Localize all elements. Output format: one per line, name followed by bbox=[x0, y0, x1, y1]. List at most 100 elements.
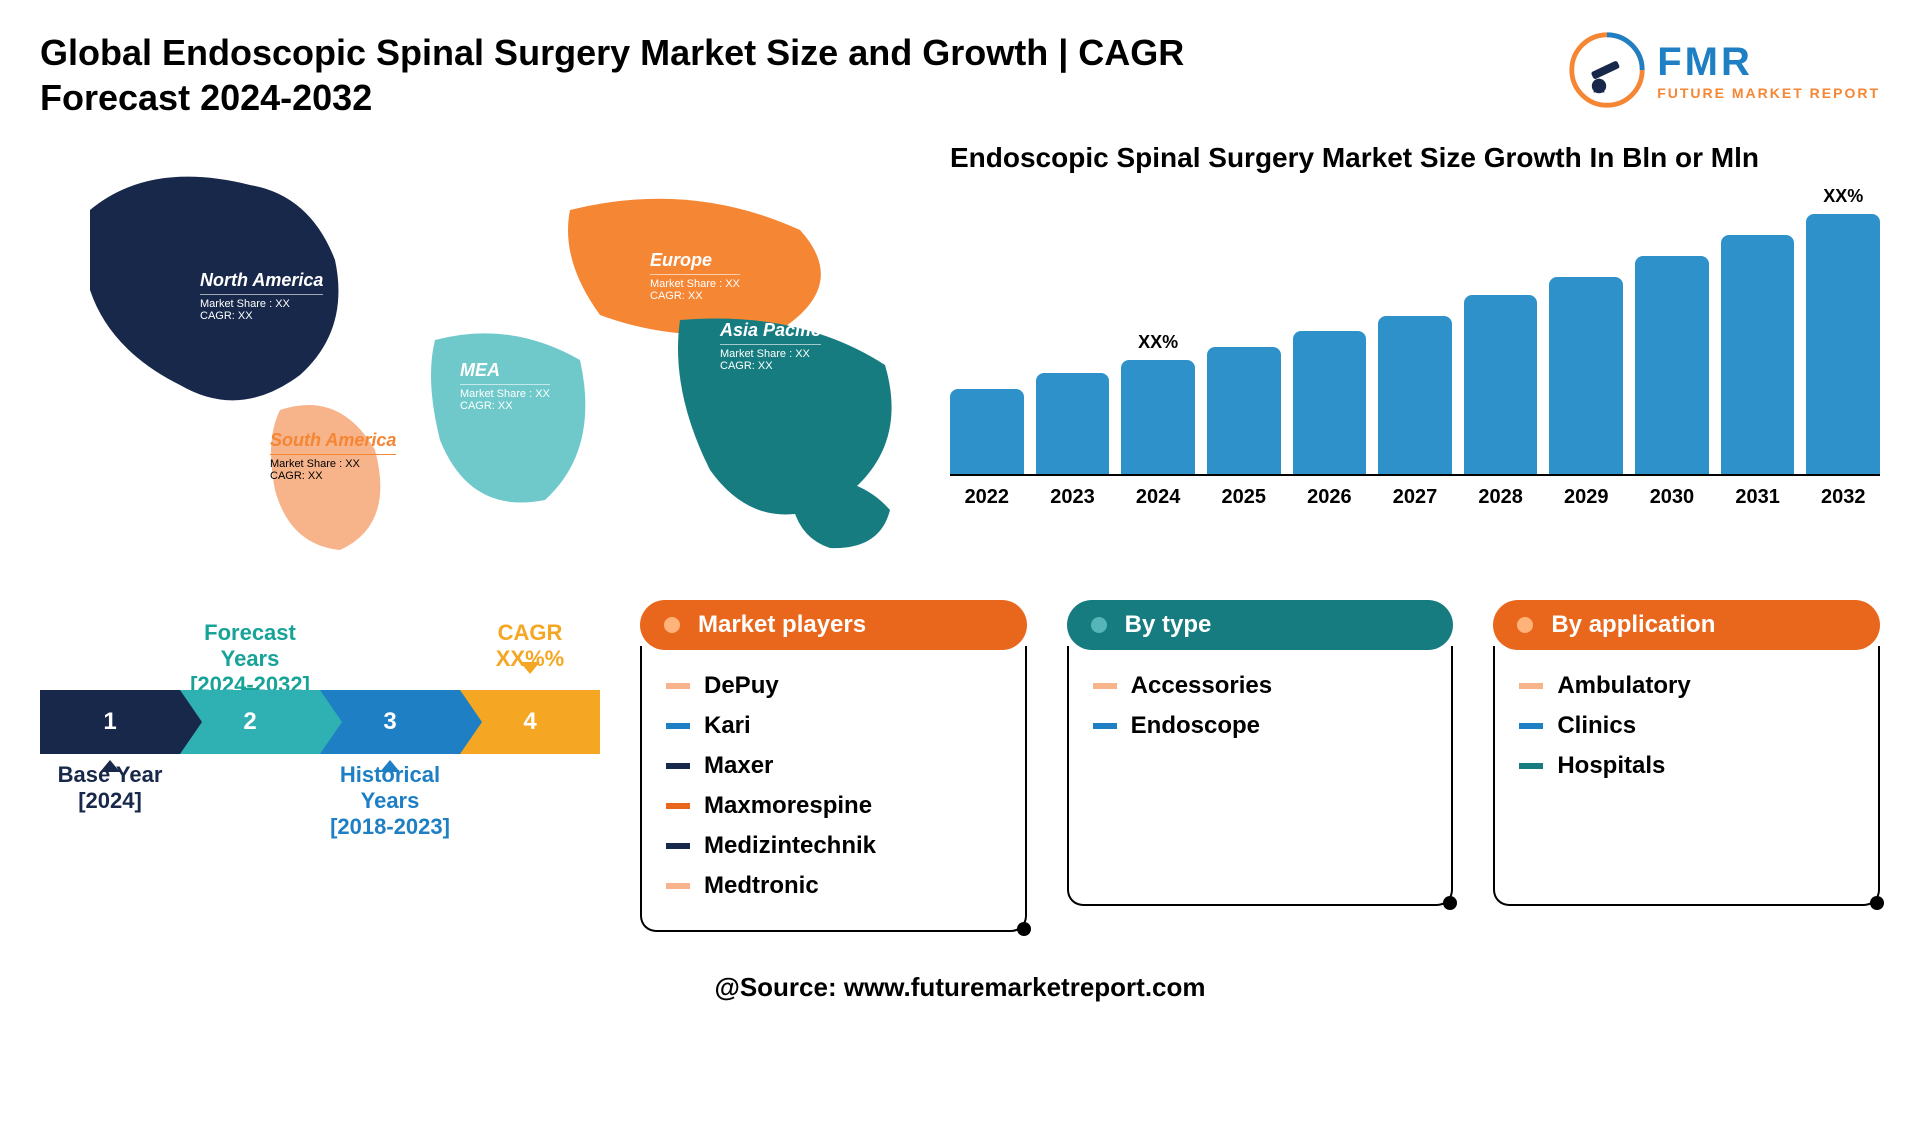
list-item: Maxmorespine bbox=[666, 786, 1001, 826]
item-label: Accessories bbox=[1131, 672, 1272, 700]
brand-logo: FMR FUTURE MARKET REPORT bbox=[1567, 30, 1880, 110]
bullet-icon bbox=[666, 763, 690, 769]
x-axis-label: 2023 bbox=[1036, 486, 1110, 509]
bar-2027 bbox=[1378, 316, 1452, 475]
bar-2031 bbox=[1721, 235, 1795, 474]
region-share: Market Share : XX bbox=[650, 278, 740, 290]
bar-2026 bbox=[1293, 331, 1367, 474]
item-label: Maxmorespine bbox=[704, 792, 872, 820]
item-label: Clinics bbox=[1557, 712, 1636, 740]
timeline-section: Forecast Years[2024-2032]CAGRXX%% 1234 B… bbox=[40, 600, 600, 932]
bar-2029 bbox=[1549, 277, 1623, 475]
region-asia-pacific: Asia Pacific Market Share : XX CAGR: XX bbox=[720, 320, 821, 372]
region-name: South America bbox=[270, 430, 396, 455]
list-item: Medizintechnik bbox=[666, 826, 1001, 866]
bar-2022 bbox=[950, 389, 1024, 475]
region-share: Market Share : XX bbox=[270, 458, 396, 470]
list-item: Hospitals bbox=[1519, 746, 1854, 786]
x-axis-label: 2027 bbox=[1378, 486, 1452, 509]
item-label: Maxer bbox=[704, 752, 773, 780]
region-share: Market Share : XX bbox=[720, 348, 821, 360]
bar-rect bbox=[1036, 373, 1110, 474]
bar-annotation: XX% bbox=[1138, 332, 1178, 353]
x-axis-label: 2024 bbox=[1121, 486, 1195, 509]
x-axis-label: 2030 bbox=[1635, 486, 1709, 509]
item-label: DePuy bbox=[704, 672, 779, 700]
info-column-by-application: By application Ambulatory Clinics Hospital… bbox=[1493, 600, 1880, 932]
bar-2030 bbox=[1635, 256, 1709, 474]
header-dot-icon bbox=[1091, 617, 1107, 633]
column-title: Market players bbox=[698, 611, 866, 639]
bullet-icon bbox=[666, 843, 690, 849]
bullet-icon bbox=[1093, 683, 1117, 689]
bar-rect bbox=[1635, 256, 1709, 474]
chart-title: Endoscopic Spinal Surgery Market Size Gr… bbox=[950, 140, 1880, 176]
column-header: By application bbox=[1493, 600, 1880, 650]
bar-2028 bbox=[1464, 295, 1538, 474]
bar-rect bbox=[1121, 360, 1195, 474]
logo-acronym: FMR bbox=[1657, 40, 1880, 85]
bullet-icon bbox=[666, 683, 690, 689]
timeline-label-1: Base Year[2024] bbox=[40, 762, 180, 814]
item-label: Medizintechnik bbox=[704, 832, 876, 860]
bullet-icon bbox=[1093, 723, 1117, 729]
list-item: Medtronic bbox=[666, 866, 1001, 906]
info-column-market-players: Market players DePuy Kari Maxer Maxmorespin… bbox=[640, 600, 1027, 932]
world-map-region: North America Market Share : XX CAGR: XX… bbox=[40, 140, 910, 560]
bar-rect bbox=[1549, 277, 1623, 475]
region-cagr: CAGR: XX bbox=[650, 290, 740, 302]
bullet-icon bbox=[1519, 723, 1543, 729]
region-mea: MEA Market Share : XX CAGR: XX bbox=[460, 360, 550, 412]
region-name: Europe bbox=[650, 250, 740, 275]
x-axis-label: 2028 bbox=[1464, 486, 1538, 509]
x-axis-label: 2032 bbox=[1806, 486, 1880, 509]
bar-rect bbox=[1293, 331, 1367, 474]
region-cagr: CAGR: XX bbox=[200, 310, 323, 322]
source-attribution: @Source: www.futuremarketreport.com bbox=[40, 972, 1880, 1003]
growth-chart: Endoscopic Spinal Surgery Market Size Gr… bbox=[950, 140, 1880, 560]
x-axis-label: 2029 bbox=[1549, 486, 1623, 509]
item-label: Ambulatory bbox=[1557, 672, 1690, 700]
bullet-icon bbox=[666, 723, 690, 729]
x-axis-label: 2022 bbox=[950, 486, 1024, 509]
region-name: Asia Pacific bbox=[720, 320, 821, 345]
column-body: Accessories Endoscope bbox=[1067, 646, 1454, 906]
region-cagr: CAGR: XX bbox=[460, 400, 550, 412]
list-item: Accessories bbox=[1093, 666, 1428, 706]
bullet-icon bbox=[1519, 763, 1543, 769]
region-share: Market Share : XX bbox=[200, 298, 323, 310]
bar-rect bbox=[1464, 295, 1538, 474]
bar-rect bbox=[1378, 316, 1452, 475]
list-item: Endoscope bbox=[1093, 706, 1428, 746]
column-header: By type bbox=[1067, 600, 1454, 650]
item-label: Hospitals bbox=[1557, 752, 1665, 780]
x-axis-label: 2025 bbox=[1207, 486, 1281, 509]
list-item: Maxer bbox=[666, 746, 1001, 786]
region-north-america: North America Market Share : XX CAGR: XX bbox=[200, 270, 323, 322]
list-item: Kari bbox=[666, 706, 1001, 746]
bar-annotation: XX% bbox=[1823, 186, 1863, 207]
timeline-label-2: Forecast Years[2024-2032] bbox=[180, 620, 320, 698]
item-label: Kari bbox=[704, 712, 751, 740]
bar-rect bbox=[1207, 347, 1281, 474]
bullet-icon bbox=[666, 883, 690, 889]
header-dot-icon bbox=[664, 617, 680, 633]
timeline-step-1: 1 bbox=[40, 690, 180, 754]
x-axis-label: 2031 bbox=[1721, 486, 1795, 509]
region-share: Market Share : XX bbox=[460, 388, 550, 400]
bar-2023 bbox=[1036, 373, 1110, 474]
timeline-label-3: Historical Years[2018-2023] bbox=[320, 762, 460, 840]
column-header: Market players bbox=[640, 600, 1027, 650]
region-name: MEA bbox=[460, 360, 550, 385]
region-cagr: CAGR: XX bbox=[270, 470, 396, 482]
bar-rect bbox=[1721, 235, 1795, 474]
column-title: By type bbox=[1125, 611, 1212, 639]
timeline-label-4: CAGRXX%% bbox=[460, 620, 600, 672]
info-column-by-type: By type Accessories Endoscope bbox=[1067, 600, 1454, 932]
bar-2024: XX% bbox=[1121, 360, 1195, 474]
bar-rect bbox=[1806, 214, 1880, 474]
column-body: DePuy Kari Maxer Maxmorespine Medizintechnik… bbox=[640, 646, 1027, 932]
list-item: Ambulatory bbox=[1519, 666, 1854, 706]
region-europe: Europe Market Share : XX CAGR: XX bbox=[650, 250, 740, 302]
item-label: Medtronic bbox=[704, 872, 819, 900]
